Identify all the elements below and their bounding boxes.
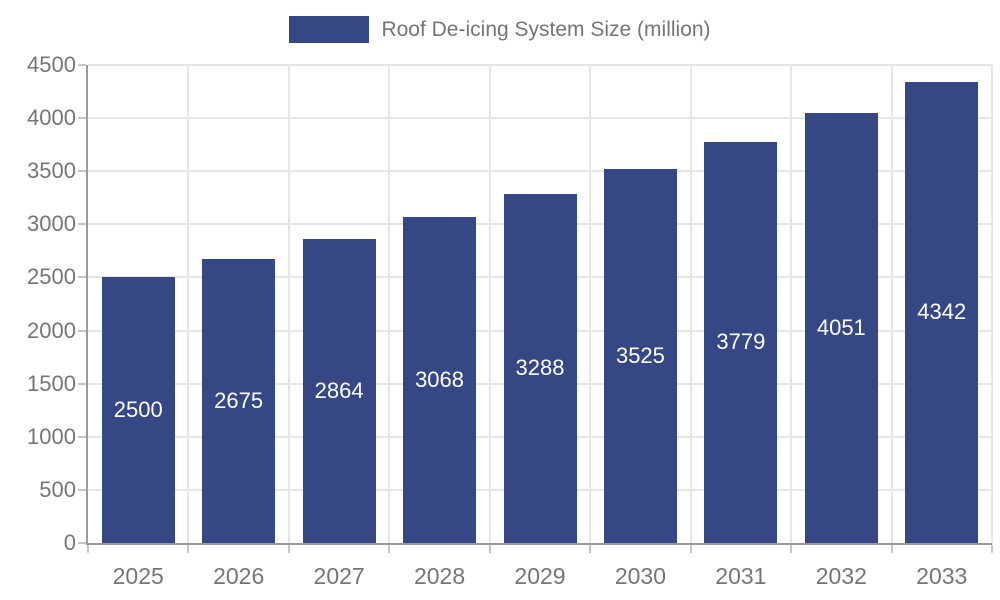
x-axis-tick-label: 2030 xyxy=(614,563,667,589)
gridline-vertical xyxy=(790,65,793,543)
bar-value-label: 3525 xyxy=(615,342,665,368)
x-axis-tick xyxy=(689,545,692,553)
gridline-vertical xyxy=(890,65,893,543)
bar-value-label: 3068 xyxy=(415,367,465,393)
x-axis-tick-label: 2026 xyxy=(213,563,265,589)
x-axis-tick xyxy=(890,545,893,553)
bar-value-label: 4342 xyxy=(917,299,967,325)
y-axis-tick xyxy=(78,329,86,332)
bar: 4342 xyxy=(905,81,979,543)
bar: 2500 xyxy=(101,277,175,543)
legend-label: Roof De-icing System Size (million) xyxy=(381,17,711,41)
bar-value-label: 2675 xyxy=(214,387,264,413)
x-axis-tick-label: 2027 xyxy=(313,563,365,589)
y-axis-tick xyxy=(78,276,86,279)
y-axis-tick-label: 3000 xyxy=(27,211,76,237)
gridline-vertical xyxy=(187,65,190,543)
gridline-vertical xyxy=(689,65,692,543)
bar: 3525 xyxy=(603,168,677,543)
x-axis-tick xyxy=(991,545,993,553)
y-axis-tick-label: 500 xyxy=(39,476,76,502)
y-axis-tick xyxy=(78,170,86,173)
y-axis-tick-label: 1000 xyxy=(27,423,76,449)
x-axis-tick-label: 2031 xyxy=(715,563,767,589)
gridline-vertical xyxy=(488,65,491,543)
x-axis-tick xyxy=(790,545,793,553)
x-axis-tick xyxy=(488,545,491,553)
x-axis-tick xyxy=(388,545,391,553)
x-axis-tick-label: 2032 xyxy=(815,563,867,589)
x-axis-tick-label: 2028 xyxy=(413,563,466,589)
bar: 3288 xyxy=(503,193,577,543)
y-axis-tick-label: 4500 xyxy=(27,52,76,77)
y-axis-tick xyxy=(78,117,86,120)
bar-value-label: 3779 xyxy=(716,329,766,355)
x-axis-tick xyxy=(589,545,592,553)
y-axis-tick-label: 4000 xyxy=(27,105,76,131)
y-axis-tick xyxy=(78,223,86,226)
y-axis-tick xyxy=(78,382,86,385)
y-axis-tick xyxy=(78,64,86,66)
y-axis-tick-label: 2000 xyxy=(27,317,76,343)
gridline-horizontal xyxy=(88,170,992,173)
y-axis-tick-label: 3500 xyxy=(27,158,76,184)
bar-value-label: 4051 xyxy=(816,314,866,340)
x-axis-tick-label: 2025 xyxy=(112,563,164,589)
bar: 2675 xyxy=(202,258,276,543)
plot-area: 0 500 1000 1500 2000 2500 3000 3500 4000 4500 2025… xyxy=(27,54,993,588)
bar-value-label: 2864 xyxy=(314,377,364,403)
x-axis-tick-label: 2033 xyxy=(916,563,968,589)
gridline-vertical xyxy=(991,65,993,543)
y-axis-line xyxy=(86,65,88,543)
gridline-vertical xyxy=(589,65,592,543)
bar: 4051 xyxy=(804,112,878,543)
x-axis-line xyxy=(86,543,992,545)
x-axis-tick xyxy=(187,545,190,553)
gridline-vertical xyxy=(287,65,290,543)
legend[interactable]: Roof De-icing System Size (million) xyxy=(0,16,1000,43)
bar: 3779 xyxy=(704,141,778,543)
bar: 3068 xyxy=(403,217,477,543)
y-axis-tick-label: 2500 xyxy=(27,264,76,290)
legend-swatch-icon xyxy=(289,16,370,43)
gridline-horizontal xyxy=(88,117,992,120)
y-axis-tick xyxy=(78,542,86,544)
y-axis-tick-label: 1500 xyxy=(27,370,76,396)
bar-value-label: 2500 xyxy=(113,397,163,423)
gridline-vertical xyxy=(388,65,391,543)
x-axis-tick-label: 2029 xyxy=(514,563,566,589)
y-axis-tick xyxy=(78,435,86,438)
bar-value-label: 3288 xyxy=(515,355,565,381)
x-axis-tick xyxy=(287,545,290,553)
y-axis-tick xyxy=(78,488,86,491)
y-axis-tick-label: 0 xyxy=(63,530,76,555)
bar: 2864 xyxy=(302,238,376,543)
gridline-horizontal xyxy=(88,64,992,66)
x-axis-tick xyxy=(87,545,89,553)
